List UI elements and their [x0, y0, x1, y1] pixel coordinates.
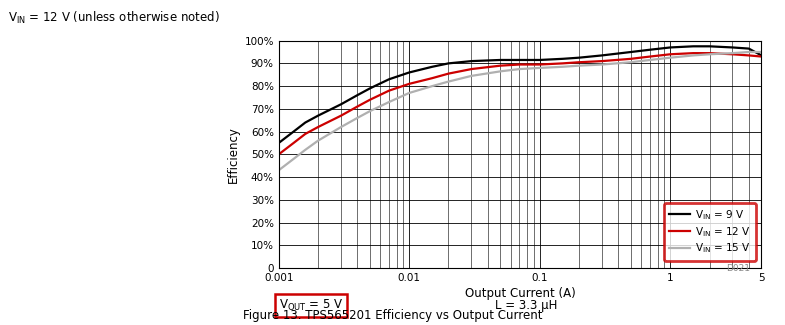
Text: V$_{\mathregular{IN}}$ = 12 V (unless otherwise noted): V$_{\mathregular{IN}}$ = 12 V (unless ot…	[8, 10, 220, 26]
Text: L = 3.3 μH: L = 3.3 μH	[495, 299, 557, 312]
Y-axis label: Efficiency: Efficiency	[227, 126, 240, 183]
Legend: V$_{\mathregular{IN}}$ = 9 V, V$_{\mathregular{IN}}$ = 12 V, V$_{\mathregular{IN: V$_{\mathregular{IN}}$ = 9 V, V$_{\mathr…	[664, 202, 756, 261]
Text: Figure 13. TPS565201 Efficiency vs Output Current: Figure 13. TPS565201 Efficiency vs Outpu…	[243, 309, 542, 322]
Text: V$_{\mathregular{OUT}}$ = 5 V: V$_{\mathregular{OUT}}$ = 5 V	[279, 298, 343, 313]
X-axis label: Output Current (A): Output Current (A)	[465, 287, 575, 300]
Text: D021: D021	[725, 264, 750, 273]
